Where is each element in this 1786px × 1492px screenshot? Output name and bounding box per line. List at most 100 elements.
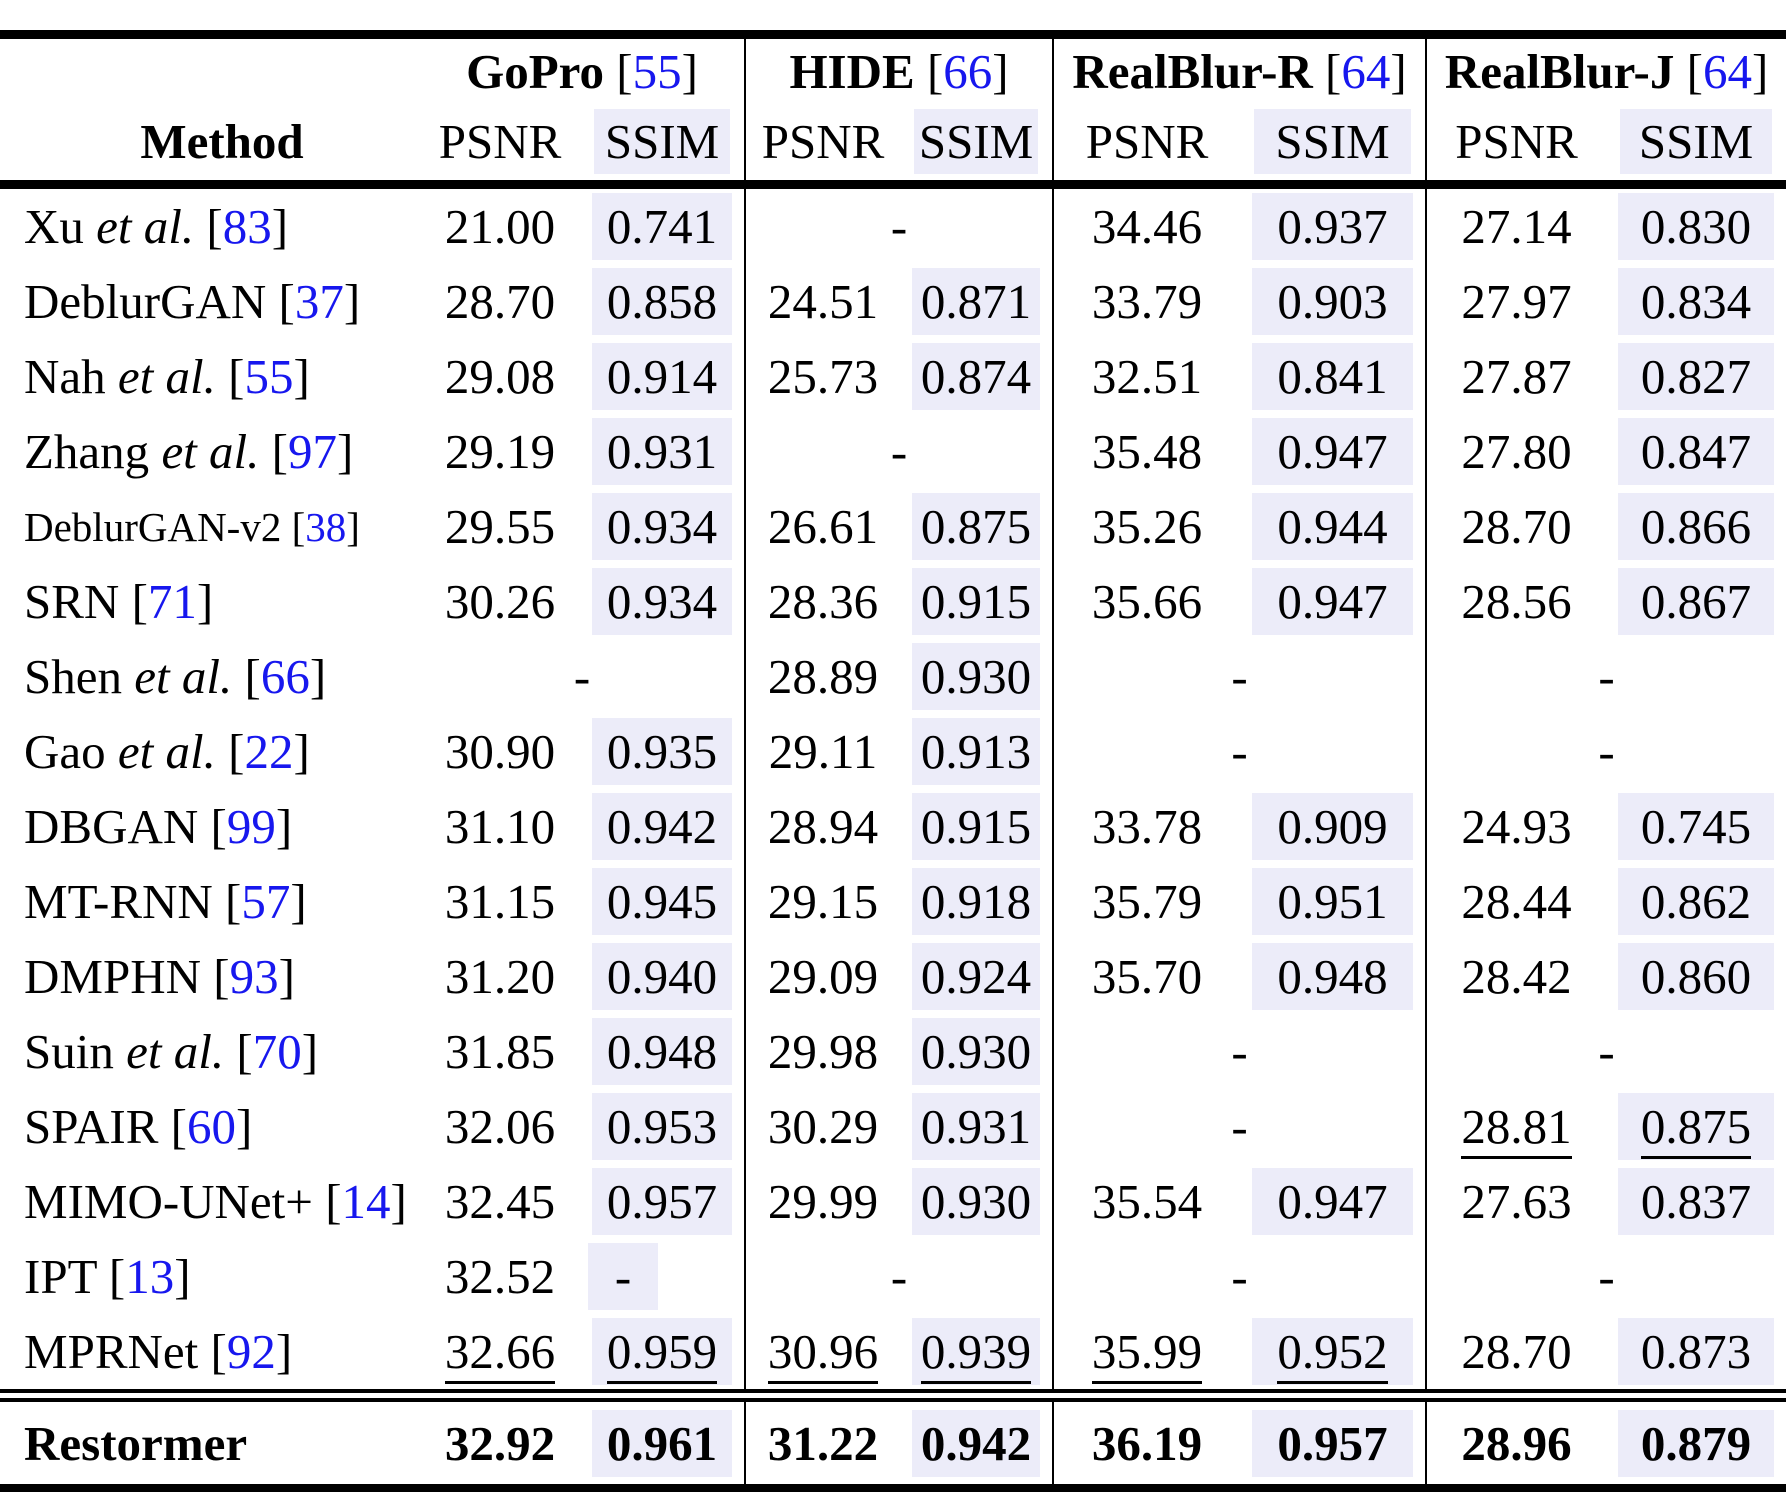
psnr-value: 28.70 — [444, 274, 556, 329]
citation-number[interactable]: 55 — [632, 43, 682, 99]
ssim-cell: 0.874 — [900, 339, 1055, 414]
ssim-column-header: SSIM — [580, 103, 747, 189]
ssim-cell: 0.957 — [580, 1164, 747, 1239]
table-row-zhang: Zhang et al. [97] 29.19 0.931 - 35.48 0.… — [0, 414, 1786, 489]
psnr-value: 31.20 — [444, 949, 556, 1004]
table-row-mimo-unet: MIMO-UNet+ [14] 32.45 0.957 29.99 0.930 … — [0, 1164, 1786, 1239]
ssim-value: 0.858 — [592, 268, 733, 335]
ssim-column-header: SSIM — [1606, 103, 1786, 189]
dataset-header-realblur-j: RealBlur-J [64] — [1426, 35, 1786, 104]
ssim-cell: 0.830 — [1606, 185, 1786, 265]
method-cell: DMPHN [93] — [0, 939, 420, 1014]
psnr-value: 34.46 — [1091, 199, 1203, 254]
method-etal: et al. — [117, 724, 229, 779]
missing-value: - — [745, 1239, 1055, 1314]
psnr-value: 28.44 — [1461, 874, 1572, 929]
citation-number[interactable]: 64 — [1702, 43, 1752, 99]
ssim-value: 0.942 — [912, 1409, 1041, 1477]
citation-number[interactable]: 13 — [125, 1249, 175, 1304]
method-cell: Shen et al. [66] — [0, 639, 420, 714]
citation-number[interactable]: 66 — [260, 649, 310, 704]
ssim-cell: 0.867 — [1606, 564, 1786, 639]
cite-open-bracket: [ — [228, 724, 245, 779]
ssim-value: 0.948 — [1252, 943, 1414, 1010]
cite-open-bracket: [ — [108, 1249, 126, 1304]
dataset-name: GoPro — [466, 43, 617, 99]
psnr-value: 30.96 — [767, 1324, 879, 1384]
method-cell: SRN [71] — [0, 564, 420, 639]
ssim-cell: 0.945 — [580, 864, 747, 939]
ssim-cell: 0.860 — [1606, 939, 1786, 1014]
ssim-value: 0.909 — [1252, 793, 1414, 860]
citation-number[interactable]: 92 — [226, 1324, 276, 1379]
ssim-value: 0.961 — [592, 1409, 733, 1477]
ssim-highlight: 0.939 — [912, 1318, 1041, 1385]
psnr-value: 33.79 — [1091, 274, 1203, 329]
citation-number[interactable]: 99 — [226, 799, 276, 854]
missing-value: - — [1053, 1014, 1428, 1089]
citation-number[interactable]: 97 — [288, 424, 337, 479]
method-name: MPRNet — [24, 1324, 211, 1379]
citation-number[interactable]: 22 — [244, 724, 294, 779]
cite-open-bracket: [ — [1686, 43, 1703, 99]
method-cell: MPRNet [92] — [0, 1314, 420, 1389]
ssim-value: 0.953 — [592, 1093, 733, 1160]
ssim-cell: 0.934 — [580, 564, 747, 639]
psnr-value: 27.87 — [1461, 349, 1572, 404]
table-row-mt-rnn: MT-RNN [57] 31.15 0.945 29.15 0.918 35.7… — [0, 864, 1786, 939]
table-row-mprnet: MPRNet [92] 32.66 0.959 30.96 0.939 35.9… — [0, 1314, 1786, 1389]
ssim-value: 0.915 — [912, 793, 1041, 860]
missing-value: - — [1053, 1089, 1428, 1164]
ssim-header-label: SSIM — [1254, 109, 1412, 174]
cite-close-bracket: ] — [293, 349, 310, 404]
citation-number[interactable]: 70 — [252, 1024, 302, 1079]
citation-number[interactable]: 83 — [222, 199, 272, 254]
dataset-header-realblur-r: RealBlur-R [64] — [1053, 34, 1428, 103]
method-name: SPAIR — [24, 1099, 171, 1154]
psnr-value: 29.99 — [767, 1174, 879, 1229]
psnr-value: 28.94 — [767, 799, 879, 854]
metric-header-row: Method PSNR SSIM PSNR SSIM PSNR SSIM PSN… — [0, 103, 1786, 189]
citation-number[interactable]: 38 — [305, 503, 347, 550]
ssim-cell: 0.931 — [580, 414, 747, 489]
ssim-value: 0.841 — [1252, 343, 1414, 410]
ssim-value: 0.951 — [1252, 868, 1414, 935]
missing-value: - — [1053, 639, 1428, 714]
citation-number[interactable]: 71 — [147, 574, 197, 629]
citation-number[interactable]: 66 — [943, 43, 993, 99]
psnr-value: 28.70 — [1461, 499, 1572, 554]
deblurring-results-table: GoPro [55] HIDE [66] RealBlur-R [64] Rea… — [0, 30, 1786, 1492]
ssim-cell: 0.947 — [1240, 414, 1428, 489]
cite-close-bracket: ] — [196, 574, 214, 629]
ssim-value: 0.957 — [1252, 1409, 1414, 1477]
method-name: Restormer — [24, 1415, 248, 1471]
psnr-value: 29.55 — [444, 499, 556, 554]
dataset-header-hide: HIDE [66] — [745, 34, 1055, 103]
ssim-value: 0.866 — [1618, 493, 1775, 560]
citation-number[interactable]: 55 — [244, 349, 294, 404]
ssim-value: 0.947 — [1252, 418, 1414, 485]
ssim-cell: 0.866 — [1606, 489, 1786, 564]
citation-number[interactable]: 57 — [241, 874, 291, 929]
method-cell: DeblurGAN-v2 [38] — [0, 489, 420, 564]
ssim-value: 0.834 — [1618, 268, 1775, 335]
method-cell: Gao et al. [22] — [0, 714, 420, 789]
ssim-cell: 0.930 — [900, 639, 1055, 714]
psnr-value: 29.08 — [444, 349, 556, 404]
citation-number[interactable]: 37 — [294, 274, 344, 329]
ssim-cell: 0.940 — [580, 939, 747, 1014]
ssim-cell: 0.915 — [900, 789, 1055, 864]
ssim-value: 0.930 — [912, 1018, 1041, 1085]
ssim-value: 0.952 — [1277, 1324, 1388, 1384]
citation-number[interactable]: 14 — [341, 1174, 391, 1229]
ssim-value: 0.944 — [1252, 493, 1414, 560]
ssim-value: 0.918 — [912, 868, 1041, 935]
citation-number[interactable]: 64 — [1341, 43, 1391, 99]
citation-number[interactable]: 60 — [186, 1099, 236, 1154]
psnr-column-header: PSNR — [745, 103, 901, 189]
psnr-value: 26.61 — [767, 499, 879, 554]
psnr-value: 36.19 — [1091, 1415, 1203, 1471]
double-rule-row — [0, 1389, 1786, 1402]
citation-number[interactable]: 93 — [229, 949, 279, 1004]
psnr-value: 31.85 — [444, 1024, 556, 1079]
